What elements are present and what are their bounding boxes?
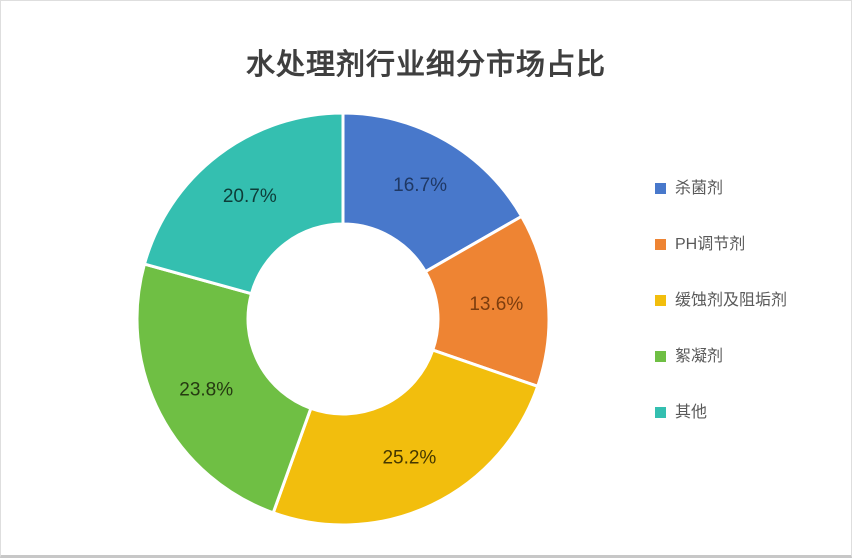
slice-data-label-2: 25.2%	[382, 447, 436, 468]
legend-label: 其他	[675, 404, 708, 421]
legend-swatch-icon	[655, 183, 666, 194]
pie-slice-4	[142, 111, 345, 296]
chart-title: 水处理剂行业细分市场占比	[245, 49, 606, 81]
slice-data-label-4: 20.7%	[223, 186, 277, 207]
pie-slice-1	[423, 214, 551, 388]
legend-swatch-icon	[655, 239, 666, 250]
pie-slice-0	[341, 111, 524, 274]
legend-item-4: 其他	[655, 403, 787, 422]
legend-swatch-icon	[655, 351, 666, 362]
legend: 杀菌剂 PH调节剂缓蚀剂及阻垢剂 絮凝剂其他	[655, 179, 787, 422]
legend-swatch-icon	[655, 407, 666, 418]
legend-item-3: 絮凝剂	[655, 347, 787, 366]
pie-slice-2	[271, 348, 540, 527]
slice-data-label-0: 16.7%	[393, 175, 447, 196]
slice-data-label-3: 23.8%	[179, 379, 233, 400]
legend-label: 杀菌剂	[675, 180, 724, 197]
legend-label: 缓蚀剂及阻垢剂	[675, 292, 788, 309]
legend-label: 絮凝剂	[675, 348, 724, 365]
slice-data-label-1: 13.6%	[469, 294, 523, 315]
legend-item-0: 杀菌剂	[655, 179, 787, 198]
legend-swatch-icon	[655, 295, 666, 306]
legend-item-1: PH调节剂	[655, 235, 787, 254]
pie-slice-3	[135, 262, 313, 515]
legend-label: PH调节剂	[675, 236, 746, 253]
legend-item-2: 缓蚀剂及阻垢剂	[655, 291, 787, 310]
